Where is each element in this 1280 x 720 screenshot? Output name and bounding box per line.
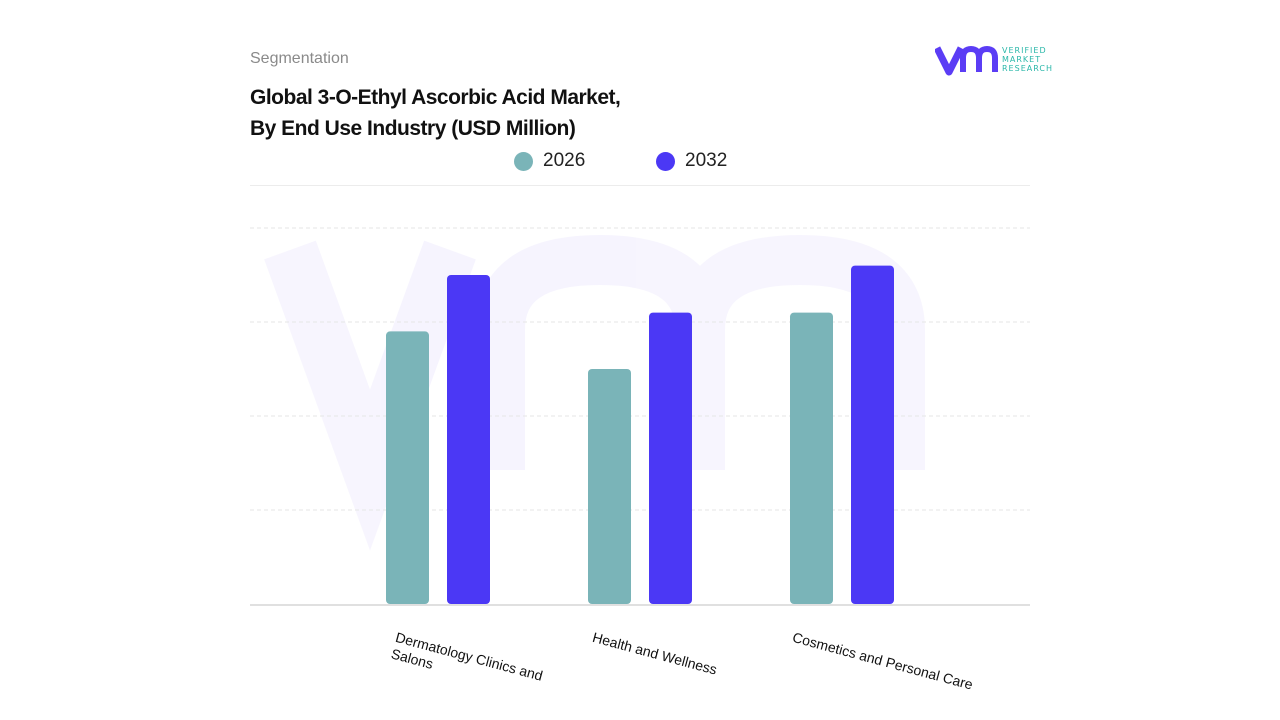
legend-swatch-2032 — [656, 151, 675, 171]
title-line-2: By End Use Industry (USD Million) — [250, 117, 576, 140]
chart-title: Global 3-O-Ethyl Ascorbic Acid Market, B… — [250, 82, 621, 144]
bar-2026-2[interactable] — [790, 312, 833, 604]
legend-label: 2026 — [543, 150, 586, 171]
header-divider — [250, 185, 1030, 186]
legend-item-2032[interactable]: 2032 — [656, 150, 727, 172]
bar-2032-1[interactable] — [649, 312, 692, 604]
legend-item-2026[interactable]: 2026 — [514, 150, 585, 172]
segment-label: Segmentation — [250, 50, 349, 67]
svg-text:RESEARCH: RESEARCH — [1002, 64, 1053, 73]
bar-2026-1[interactable] — [588, 369, 631, 604]
svg-text:VERIFIED: VERIFIED — [1002, 46, 1047, 55]
title-line-1: Global 3-O-Ethyl Ascorbic Acid Market, — [250, 86, 621, 109]
legend: 2026 2032 — [0, 150, 1280, 174]
bar-2026-0[interactable] — [386, 331, 429, 604]
vmr-logo: VERIFIED MARKET RESEARCH — [933, 44, 1060, 81]
bar-2032-0[interactable] — [447, 275, 490, 604]
svg-text:MARKET: MARKET — [1002, 55, 1041, 64]
bar-2032-2[interactable] — [851, 265, 894, 604]
legend-label: 2032 — [685, 150, 728, 171]
legend-swatch-2026 — [514, 151, 533, 171]
